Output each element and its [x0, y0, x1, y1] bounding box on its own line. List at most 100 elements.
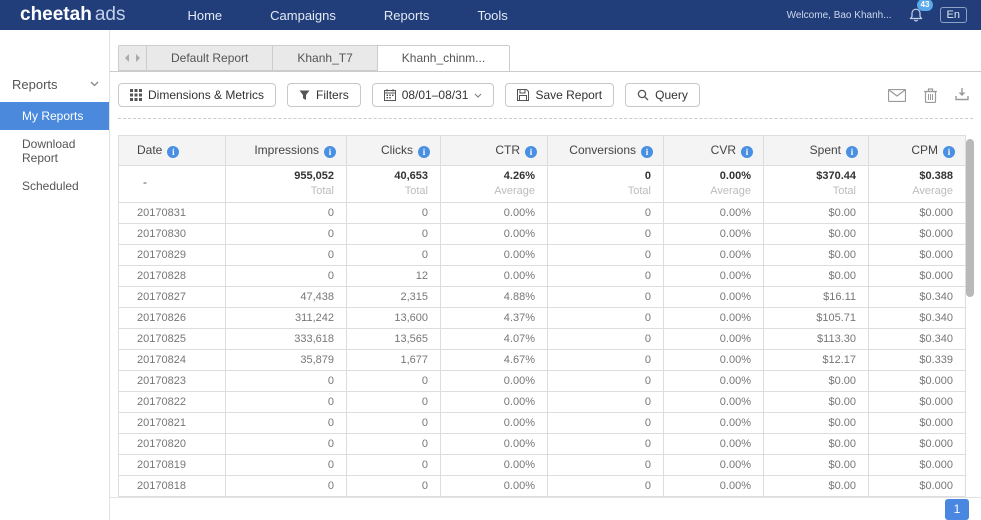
summary-value: 4.26% [503, 170, 535, 182]
download-icon[interactable] [955, 88, 969, 102]
mail-icon[interactable] [888, 88, 906, 102]
column-label: CPM [911, 143, 938, 157]
info-icon[interactable]: i [846, 146, 858, 158]
query-button[interactable]: Query [625, 83, 700, 107]
column-header-ctr[interactable]: CTR i [440, 135, 548, 166]
value-cell: $0.000 [868, 223, 966, 245]
topbar: cheetah ads Home Campaigns Reports Tools Wel… [0, 0, 981, 30]
value-cell: 12 [346, 265, 441, 287]
filters-label: Filters [316, 88, 349, 102]
tab-khanh-t7[interactable]: Khanh_T7 [273, 45, 378, 71]
column-header-clicks[interactable]: Clicks i [346, 135, 441, 166]
date-range-button[interactable]: 08/01–08/31 [371, 83, 495, 107]
column-header-impressions[interactable]: Impressions i [225, 135, 347, 166]
info-icon[interactable]: i [943, 146, 955, 158]
value-cell: 0.00% [440, 475, 548, 497]
tab-khanh-chinm[interactable]: Khanh_chinm... [377, 45, 511, 72]
info-icon[interactable]: i [167, 146, 180, 158]
info-icon[interactable]: i [525, 146, 537, 158]
value-cell: 47,438 [225, 286, 347, 308]
value-cell: 0.00% [663, 328, 764, 350]
table-row: 20170820 0 0 0.00% 0 0.00% $0.00 $0.000 [118, 433, 966, 455]
grid-icon [130, 89, 142, 101]
value-cell: $0.000 [868, 370, 966, 392]
table-scrollbar[interactable] [966, 139, 974, 297]
info-icon[interactable]: i [324, 146, 336, 158]
info-icon[interactable]: i [741, 146, 753, 158]
value-cell: 0 [225, 391, 347, 413]
content: Reports My Reports Download Report Schedul… [0, 30, 981, 520]
sidebar-item-download-report[interactable]: Download Report [22, 137, 76, 165]
column-header-conversions[interactable]: Conversions i [547, 135, 664, 166]
table-body: - 955,052 Total 40,653 Total 4.26% Average 0 Tot… [118, 165, 966, 497]
value-cell: $0.00 [763, 265, 869, 287]
notifications-button[interactable]: 43 [908, 0, 934, 23]
trash-icon[interactable] [924, 87, 937, 103]
info-icon[interactable]: i [418, 146, 430, 158]
tab-list: Default Report Khanh_T7 Khanh_chinm... [147, 45, 511, 72]
value-cell: 0.00% [440, 202, 548, 224]
date-cell: 20170828 [118, 265, 226, 287]
summary-cell: 0 Total [547, 165, 664, 203]
summary-value: 0 [644, 170, 651, 182]
brand-name: cheetah [20, 4, 92, 25]
brand-logo[interactable]: cheetah ads [20, 4, 125, 26]
value-cell: 0 [225, 244, 347, 266]
sidebar-section-reports[interactable]: Reports [0, 72, 109, 96]
username[interactable]: Bao Khanh... [833, 9, 892, 21]
column-header-cvr[interactable]: CVR i [663, 135, 764, 166]
sidebar: Reports My Reports Download Report Schedul… [0, 30, 110, 520]
nav-item-tools[interactable]: Tools [477, 7, 508, 23]
tab-scroll-right-icon[interactable] [135, 54, 141, 62]
summary-sublabel: Total [310, 185, 334, 197]
column-header-date[interactable]: Date i [118, 135, 226, 166]
value-cell: $0.00 [763, 391, 869, 413]
dimensions-metrics-label: Dimensions & Metrics [148, 88, 265, 102]
value-cell: 0.00% [663, 475, 764, 497]
value-cell: $0.00 [763, 223, 869, 245]
column-header-spent[interactable]: Spent i [763, 135, 869, 166]
sidebar-item-scheduled[interactable]: Scheduled [22, 179, 79, 193]
value-cell: 0.00% [440, 370, 548, 392]
pagination-page-1[interactable]: 1 [945, 498, 969, 520]
sidebar-item-my-reports[interactable]: My Reports [0, 102, 109, 130]
dimensions-metrics-button[interactable]: Dimensions & Metrics [118, 83, 277, 107]
value-cell: 0 [346, 391, 441, 413]
column-header-cpm[interactable]: CPM i [868, 135, 966, 166]
summary-cell: 40,653 Total [346, 165, 441, 203]
value-cell: $0.00 [763, 202, 869, 224]
value-cell: $0.000 [868, 391, 966, 413]
save-report-button[interactable]: Save Report [505, 83, 615, 107]
value-cell: 333,618 [225, 328, 347, 350]
date-cell: 20170829 [118, 244, 226, 266]
value-cell: 0 [346, 202, 441, 224]
value-cell: 0 [225, 433, 347, 455]
value-cell: 0.00% [663, 433, 764, 455]
date-cell: 20170830 [118, 223, 226, 245]
table-row: 20170822 0 0 0.00% 0 0.00% $0.00 $0.000 [118, 391, 966, 413]
value-cell: 0.00% [440, 454, 548, 476]
value-cell: 0 [547, 223, 664, 245]
filters-button[interactable]: Filters [287, 83, 361, 107]
save-report-label: Save Report [535, 88, 603, 102]
nav-item-reports[interactable]: Reports [383, 7, 430, 23]
value-cell: 0.00% [663, 286, 764, 308]
value-cell: $0.339 [868, 349, 966, 371]
nav-item-home[interactable]: Home [187, 7, 223, 23]
value-cell: 0 [547, 349, 664, 371]
info-icon[interactable]: i [641, 146, 653, 158]
value-cell: 0.00% [440, 265, 548, 287]
tab-default-report[interactable]: Default Report [147, 45, 274, 71]
value-cell: $0.340 [868, 328, 966, 350]
tab-scroll-arrows[interactable] [118, 45, 147, 71]
nav-item-campaigns[interactable]: Campaigns [270, 7, 336, 23]
value-cell: 311,242 [225, 307, 347, 329]
summary-date-cell: - [118, 165, 226, 203]
value-cell: 0 [547, 454, 664, 476]
pagination-bar: 1 [110, 497, 981, 520]
value-cell: 0.00% [663, 370, 764, 392]
tab-scroll-left-icon[interactable] [124, 54, 130, 62]
value-cell: 0 [547, 286, 664, 308]
language-selector[interactable]: En [939, 7, 967, 23]
